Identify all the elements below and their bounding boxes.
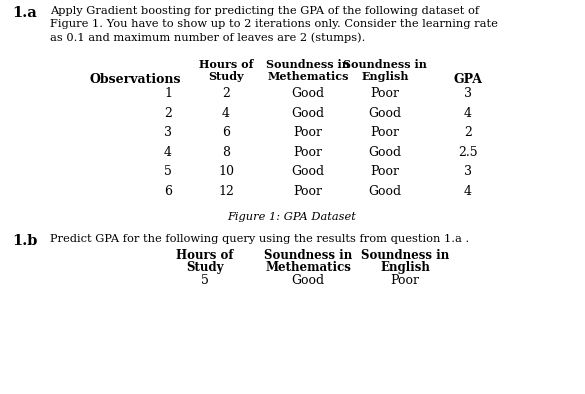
- Text: 3: 3: [164, 126, 172, 139]
- Text: Poor: Poor: [370, 87, 400, 100]
- Text: Methematics: Methematics: [265, 261, 351, 274]
- Text: 1.b: 1.b: [12, 234, 37, 248]
- Text: 3: 3: [464, 165, 472, 178]
- Text: Observations: Observations: [90, 73, 181, 86]
- Text: 1.a: 1.a: [12, 6, 37, 20]
- Text: 6: 6: [222, 126, 230, 139]
- Text: 4: 4: [464, 106, 472, 119]
- Text: 2.5: 2.5: [458, 145, 478, 158]
- Text: Good: Good: [291, 274, 325, 287]
- Text: 2: 2: [164, 106, 172, 119]
- Text: 6: 6: [164, 184, 172, 197]
- Text: Poor: Poor: [294, 126, 322, 139]
- Text: English: English: [380, 261, 430, 274]
- Text: English: English: [362, 71, 409, 82]
- Text: 8: 8: [222, 145, 230, 158]
- Text: Good: Good: [369, 106, 401, 119]
- Text: Study: Study: [186, 261, 223, 274]
- Text: Soundness in: Soundness in: [361, 249, 449, 262]
- Text: Methematics: Methematics: [267, 71, 349, 82]
- Text: Good: Good: [291, 165, 325, 178]
- Text: 2: 2: [222, 87, 230, 100]
- Text: Study: Study: [208, 71, 244, 82]
- Text: Good: Good: [291, 106, 325, 119]
- Text: as 0.1 and maximum number of leaves are 2 (stumps).: as 0.1 and maximum number of leaves are …: [50, 32, 366, 43]
- Text: Figure 1. You have to show up to 2 iterations only. Consider the learning rate: Figure 1. You have to show up to 2 itera…: [50, 19, 498, 29]
- Text: 4: 4: [464, 184, 472, 197]
- Text: Good: Good: [369, 145, 401, 158]
- Text: Poor: Poor: [294, 184, 322, 197]
- Text: 1: 1: [164, 87, 172, 100]
- Text: Good: Good: [369, 184, 401, 197]
- Text: 2: 2: [464, 126, 472, 139]
- Text: Hours of: Hours of: [176, 249, 234, 262]
- Text: Poor: Poor: [294, 145, 322, 158]
- Text: Soundness in: Soundness in: [343, 59, 427, 70]
- Text: Good: Good: [291, 87, 325, 100]
- Text: Poor: Poor: [370, 126, 400, 139]
- Text: GPA: GPA: [453, 73, 483, 86]
- Text: Poor: Poor: [391, 274, 419, 287]
- Text: Apply Gradient boosting for predicting the GPA of the following dataset of: Apply Gradient boosting for predicting t…: [50, 6, 479, 16]
- Text: 4: 4: [222, 106, 230, 119]
- Text: 3: 3: [464, 87, 472, 100]
- Text: 5: 5: [164, 165, 172, 178]
- Text: 4: 4: [164, 145, 172, 158]
- Text: Figure 1: GPA Dataset: Figure 1: GPA Dataset: [228, 212, 356, 222]
- Text: 12: 12: [218, 184, 234, 197]
- Text: Soundness in: Soundness in: [266, 59, 350, 70]
- Text: Hours of: Hours of: [199, 59, 253, 70]
- Text: Soundness in: Soundness in: [264, 249, 352, 262]
- Text: 10: 10: [218, 165, 234, 178]
- Text: Poor: Poor: [370, 165, 400, 178]
- Text: 5: 5: [201, 274, 209, 287]
- Text: Predict GPA for the following query using the results from question 1.a .: Predict GPA for the following query usin…: [50, 234, 469, 244]
